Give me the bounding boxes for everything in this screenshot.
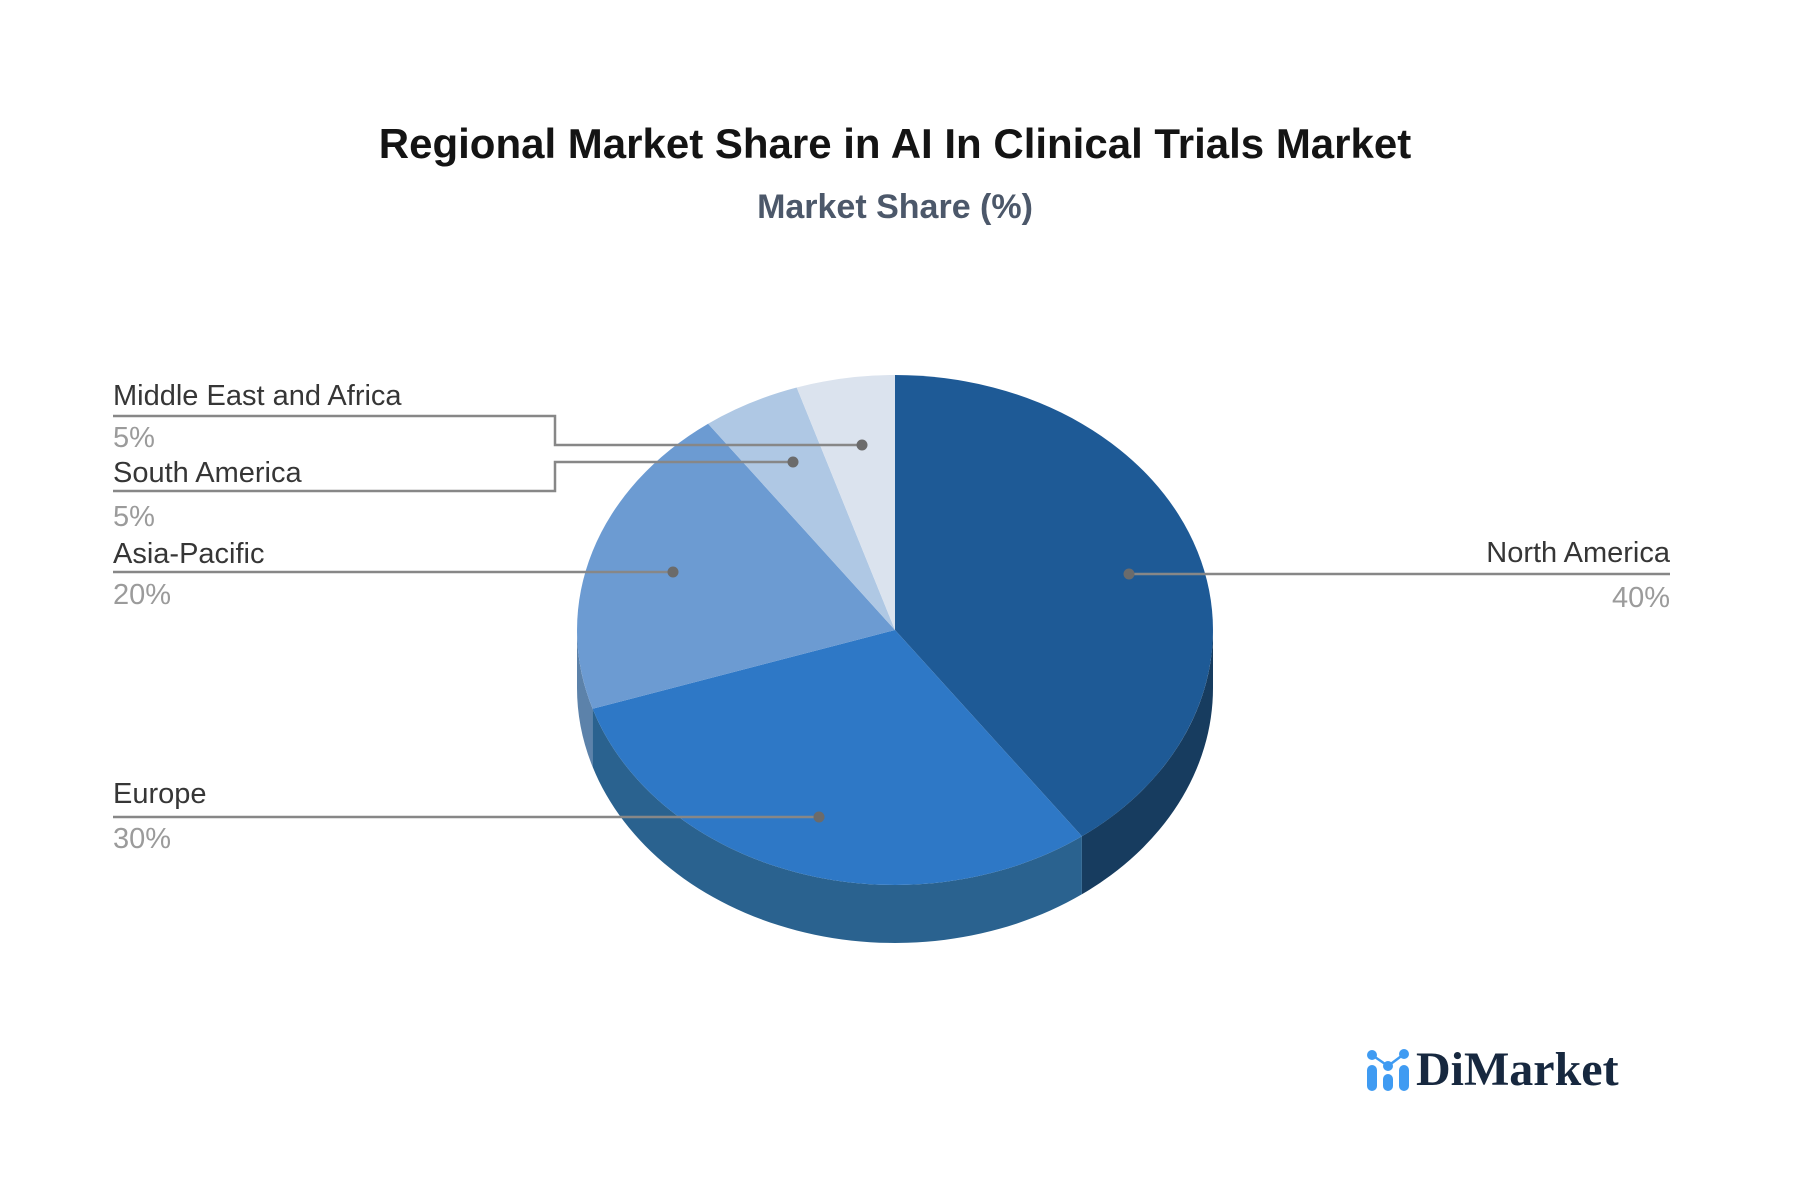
callout-value-middle-east-and-africa: 5%	[113, 422, 155, 454]
callout-label-north-america: North America	[1486, 537, 1670, 569]
pie-slice-side-north-america	[1081, 630, 1213, 895]
chart-title: Regional Market Share in AI In Clinical …	[378, 120, 1412, 167]
callout-label-europe: Europe	[113, 778, 207, 810]
connector-dot-north-america	[1123, 568, 1135, 580]
dimarket-logo-text: DiMarket	[1416, 1043, 1619, 1096]
callout-label-middle-east-and-africa: Middle East and Africa	[113, 380, 402, 412]
pie-slice-side-asia-pacific	[577, 630, 593, 767]
callout-label-south-america: South America	[113, 457, 302, 489]
connector-dot-asia-pacific	[667, 566, 679, 578]
chart-subtitle: Market Share (%)	[757, 188, 1033, 226]
callout-label-asia-pacific: Asia-Pacific	[113, 538, 265, 570]
callout-value-asia-pacific: 20%	[113, 579, 172, 611]
dimarket-logo-icon	[1367, 1049, 1409, 1091]
connector-south-america	[113, 460, 793, 493]
dimarket-logo: DiMarket	[1364, 1040, 1694, 1110]
connector-dot-europe	[813, 811, 825, 823]
connector-dot-middle-east-and-africa	[856, 439, 868, 451]
pie-3d-sides	[577, 630, 1213, 943]
pie-slice-europe[interactable]	[592, 630, 1082, 885]
callout-value-south-america: 5%	[113, 501, 155, 533]
connector-middle-east-and-africa	[113, 414, 862, 447]
pie-slice-north-america[interactable]	[895, 375, 1213, 837]
pie-slice-south-america[interactable]	[708, 387, 895, 631]
callout-value-europe: 30%	[113, 823, 172, 855]
pie-slice-side-europe	[592, 708, 1082, 943]
pie-slices	[577, 375, 1213, 885]
connector-dot-south-america	[787, 456, 799, 468]
callout-value-north-america: 40%	[1611, 582, 1670, 614]
pie-slice-middle-east-and-africa[interactable]	[796, 375, 895, 630]
pie-slice-asia-pacific[interactable]	[577, 423, 895, 709]
